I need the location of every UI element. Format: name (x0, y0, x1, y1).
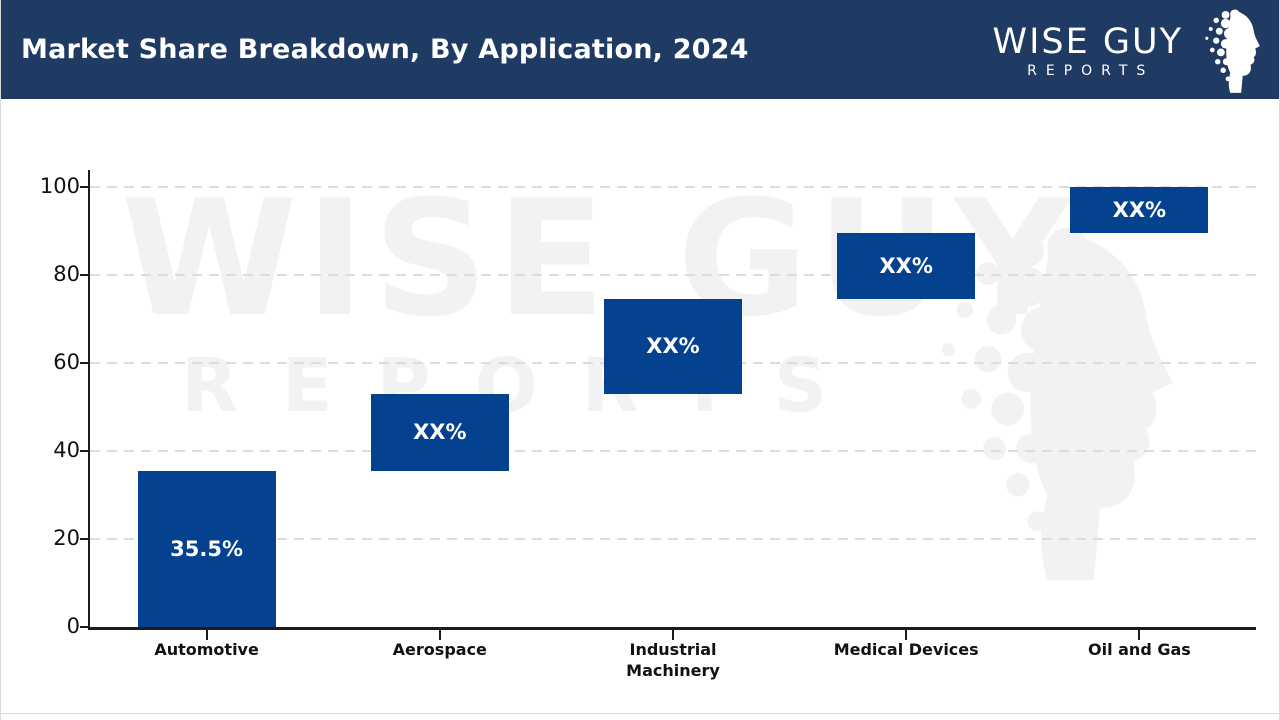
y-tick-mark (80, 362, 90, 364)
bar-value-label: XX% (413, 420, 467, 445)
y-tick-mark (80, 626, 90, 628)
x-tick-label: Industrial Machinery (626, 640, 720, 680)
chart-canvas: WISE GUY REPORTS 0 20 40 60 80 100 35.5% Automo… (1, 99, 1279, 714)
bottom-divider (1, 713, 1279, 714)
bar-value-label: XX% (879, 254, 933, 279)
x-tick-mark (205, 630, 208, 640)
x-tick-label: Medical Devices (833, 640, 979, 659)
y-tick-mark (80, 450, 90, 452)
gridline (90, 538, 1256, 540)
bar-industrial-machinery: XX% (604, 299, 742, 394)
bar-oil-and-gas: XX% (1070, 187, 1209, 234)
y-tick-label: 100 (39, 174, 80, 198)
gridline (90, 186, 1256, 188)
y-tick-mark (80, 186, 90, 188)
bar-aerospace: XX% (370, 393, 509, 471)
y-tick-label: 60 (53, 350, 80, 374)
bar-value-label: XX% (1112, 198, 1167, 223)
header: Market Share Breakdown, By Application, … (1, 0, 1279, 99)
y-tick-label: 0 (66, 614, 80, 638)
x-tick-label: Oil and Gas (1087, 640, 1191, 659)
gridline (90, 450, 1256, 452)
wise-guy-logo: WISE GUY REPORTS (992, 7, 1263, 93)
chart-title: Market Share Breakdown, By Application, … (21, 34, 749, 65)
bar-value-label: XX% (646, 334, 700, 359)
bar-medical-devices: XX% (837, 233, 976, 300)
x-tick-mark (1138, 630, 1141, 640)
x-tick-mark (672, 630, 674, 640)
y-tick-mark (80, 538, 90, 540)
y-tick-label: 40 (53, 438, 80, 462)
bar-automotive: 35.5% (137, 470, 276, 627)
bar-value-label: 35.5% (170, 536, 244, 561)
x-tick-label: Automotive (154, 640, 259, 659)
gridline (90, 274, 1256, 276)
y-tick-label: 20 (53, 526, 80, 550)
logo-text: WISE GUY REPORTS (992, 21, 1183, 79)
y-tick-label: 80 (53, 262, 80, 286)
logo-subtext: REPORTS (1027, 62, 1155, 79)
wise-guy-head-icon (1205, 8, 1260, 93)
x-tick-mark (438, 630, 441, 640)
plot-area: 0 20 40 60 80 100 35.5% Automotive XX% Aerospace X… (40, 170, 1256, 680)
x-tick-mark (905, 630, 908, 640)
y-tick-mark (80, 274, 90, 276)
logo-wordmark: WISE GUY (992, 21, 1183, 62)
x-tick-label: Aerospace (392, 640, 487, 659)
